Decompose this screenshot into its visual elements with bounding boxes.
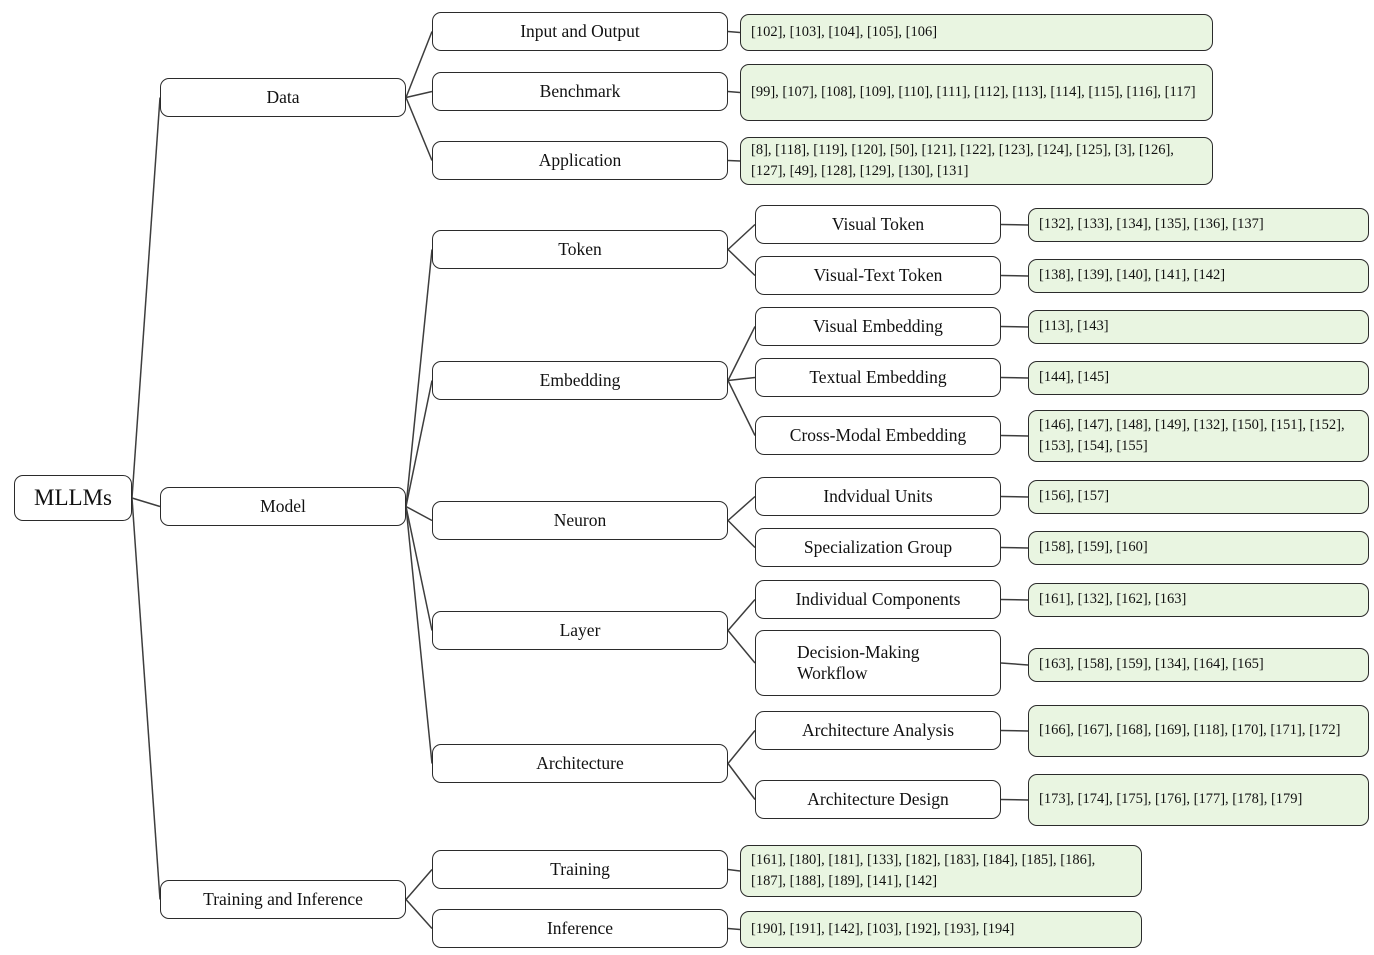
citations-application-text: [8], [118], [119], [120], [50], [121], [… xyxy=(751,141,1174,179)
citations-architecture-analysis-text: [166], [167], [168], [169], [118], [170]… xyxy=(1039,722,1341,739)
node-benchmark: Benchmark xyxy=(432,72,728,111)
citations-visual-token: [132], [133], [134], [135], [136], [137] xyxy=(1028,208,1369,242)
node-training-and-inference: Training and Inference xyxy=(160,880,406,919)
node-architecture-label: Architecture xyxy=(536,753,624,773)
node-textual-embedding-label: Textual Embedding xyxy=(809,367,947,387)
citations-visual-token-text: [132], [133], [134], [135], [136], [137] xyxy=(1039,216,1264,233)
citations-architecture-design-text: [173], [174], [175], [176], [177], [178]… xyxy=(1039,791,1303,808)
citations-individual-units: [156], [157] xyxy=(1028,480,1369,514)
node-architecture-analysis-label: Architecture Analysis xyxy=(801,720,955,740)
citations-architecture-analysis: [166], [167], [168], [169], [118], [170]… xyxy=(1028,705,1369,757)
node-specialization-group-label: Specialization Group xyxy=(803,537,953,557)
citations-visual-embedding: [113], [143] xyxy=(1028,310,1369,344)
node-mllms-label: MLLMs xyxy=(34,485,112,511)
node-token: Token xyxy=(432,230,728,269)
citations-specialization-group-text: [158], [159], [160] xyxy=(1039,539,1148,556)
node-decision-making-workflow: Decision-Making Workflow xyxy=(755,630,1001,696)
node-individual-units: Indvidual Units xyxy=(755,477,1001,516)
node-input-and-output: Input and Output xyxy=(432,12,728,51)
node-inference-label: Inference xyxy=(546,918,614,938)
citations-specialization-group: [158], [159], [160] xyxy=(1028,531,1369,565)
citations-visual-text-token-text: [138], [139], [140], [141], [142] xyxy=(1039,267,1226,284)
citations-individual-components-text: [161], [132], [162], [163] xyxy=(1039,591,1187,608)
node-input-and-output-label: Input and Output xyxy=(520,21,640,41)
node-application: Application xyxy=(432,141,728,180)
citations-application: [8], [118], [119], [120], [50], [121], [… xyxy=(740,137,1213,185)
node-architecture-analysis: Architecture Analysis xyxy=(755,711,1001,750)
node-specialization-group: Specialization Group xyxy=(755,528,1001,567)
node-architecture-design: Architecture Design xyxy=(755,780,1001,819)
node-visual-embedding: Visual Embedding xyxy=(755,307,1001,346)
citations-architecture-design: [173], [174], [175], [176], [177], [178]… xyxy=(1028,774,1369,826)
citations-textual-embedding: [144], [145] xyxy=(1028,361,1369,395)
citations-visual-embedding-text: [113], [143] xyxy=(1039,318,1109,335)
node-architecture: Architecture xyxy=(432,744,728,783)
citations-training-text: [161], [180], [181], [133], [182], [183]… xyxy=(751,851,1096,889)
node-architecture-design-label: Architecture Design xyxy=(807,789,949,809)
citations-training: [161], [180], [181], [133], [182], [183]… xyxy=(740,845,1142,897)
node-individual-components: Individual Components xyxy=(755,580,1001,619)
citations-visual-text-token: [138], [139], [140], [141], [142] xyxy=(1028,259,1369,293)
node-token-label: Token xyxy=(558,239,602,259)
citations-individual-components: [161], [132], [162], [163] xyxy=(1028,583,1369,617)
node-application-label: Application xyxy=(538,150,622,170)
citations-cross-modal-embedding: [146], [147], [148], [149], [132], [150]… xyxy=(1028,410,1369,462)
node-mllms: MLLMs xyxy=(14,475,132,521)
node-layer: Layer xyxy=(432,611,728,650)
node-textual-embedding: Textual Embedding xyxy=(755,358,1001,397)
node-visual-text-token: Visual-Text Token xyxy=(755,256,1001,295)
node-individual-components-label: Individual Components xyxy=(795,589,961,609)
citations-decision-making-workflow-text: [163], [158], [159], [134], [164], [165] xyxy=(1039,656,1264,673)
node-embedding-label: Embedding xyxy=(539,370,621,390)
citations-benchmark-text: [99], [107], [108], [109], [110], [111],… xyxy=(751,83,1196,100)
node-visual-embedding-label: Visual Embedding xyxy=(813,316,943,336)
citations-benchmark: [99], [107], [108], [109], [110], [111],… xyxy=(740,64,1213,121)
node-training-and-inference-label: Training and Inference xyxy=(203,889,363,909)
node-decision-making-workflow-label: Decision-Making Workflow xyxy=(797,642,920,683)
node-neuron: Neuron xyxy=(432,501,728,540)
node-training: Training xyxy=(432,850,728,889)
node-visual-text-token-label: Visual-Text Token xyxy=(813,265,943,285)
citations-inference: [190], [191], [142], [103], [192], [193]… xyxy=(740,911,1142,948)
node-data: Data xyxy=(160,78,406,117)
node-visual-token-label: Visual Token xyxy=(831,214,925,234)
citations-input-and-output-text: [102], [103], [104], [105], [106] xyxy=(751,23,938,40)
node-training-label: Training xyxy=(550,859,610,879)
node-cross-modal-embedding: Cross-Modal Embedding xyxy=(755,416,1001,455)
citations-inference-text: [190], [191], [142], [103], [192], [193]… xyxy=(751,920,1015,937)
node-visual-token: Visual Token xyxy=(755,205,1001,244)
node-layer-label: Layer xyxy=(559,620,601,640)
node-data-label: Data xyxy=(266,87,300,107)
citations-textual-embedding-text: [144], [145] xyxy=(1039,369,1110,386)
citations-individual-units-text: [156], [157] xyxy=(1039,488,1110,505)
node-embedding: Embedding xyxy=(432,361,728,400)
node-neuron-label: Neuron xyxy=(553,510,607,530)
citations-decision-making-workflow: [163], [158], [159], [134], [164], [165] xyxy=(1028,648,1369,682)
node-model: Model xyxy=(160,487,406,526)
citations-cross-modal-embedding-text: [146], [147], [148], [149], [132], [150]… xyxy=(1039,416,1345,454)
citations-input-and-output: [102], [103], [104], [105], [106] xyxy=(740,14,1213,51)
node-cross-modal-embedding-label: Cross-Modal Embedding xyxy=(789,425,967,445)
node-inference: Inference xyxy=(432,909,728,948)
node-individual-units-label: Indvidual Units xyxy=(823,486,933,506)
node-benchmark-label: Benchmark xyxy=(539,81,621,101)
node-model-label: Model xyxy=(260,496,306,516)
